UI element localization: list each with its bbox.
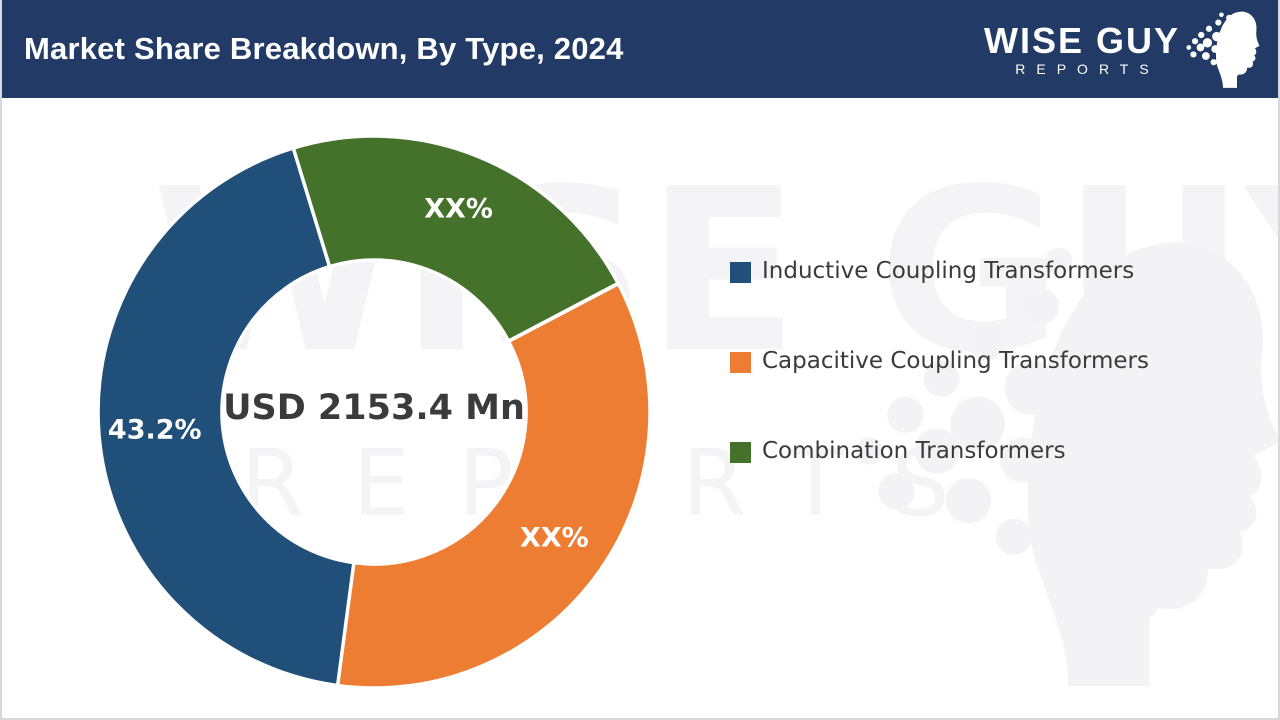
legend-label: Capacitive Coupling Transformers	[762, 348, 1149, 375]
chart-center-value: USD 2153.4 Mn	[223, 388, 525, 428]
legend-item: Inductive Coupling Transformers	[730, 246, 1149, 298]
legend-swatch-icon	[730, 441, 751, 463]
slice-percentage-label: 43.2%	[107, 414, 202, 446]
legend-label: Inductive Coupling Transformers	[762, 258, 1135, 285]
donut-rings	[96, 134, 652, 690]
logo-wiseguy-label: WISE GUY	[983, 19, 1180, 61]
slice-percentage-label: XX%	[424, 193, 493, 225]
legend-item: Combination Transformers	[730, 426, 1149, 478]
chart-legend: Inductive Coupling Transformers Capacitiv…	[730, 246, 1149, 478]
header-bar: Market Share Breakdown, By Type, 2024 WI…	[2, 0, 1278, 98]
wiseguy-face-icon	[1186, 11, 1260, 88]
donut-slice	[335, 281, 652, 690]
donut-slice	[291, 134, 621, 344]
legend-swatch-icon	[730, 351, 751, 373]
legend-swatch-icon	[730, 261, 751, 283]
donut-chart: USD 2153.4 Mn 43.2% XX% XX%	[2, 98, 1278, 718]
logo-reports-label: REPORTS	[1015, 60, 1160, 77]
page-title: Market Share Breakdown, By Type, 2024	[24, 31, 624, 66]
slice-percentage-label: XX%	[520, 522, 589, 554]
legend-item: Capacitive Coupling Transformers	[730, 336, 1149, 388]
donut-slice	[96, 145, 357, 688]
wiseguy-logo: WISE GUY REPORTS	[984, 7, 1264, 91]
wiseguy-logo-text: WISE GUY REPORTS	[983, 19, 1180, 77]
legend-label: Combination Transformers	[762, 438, 1066, 465]
